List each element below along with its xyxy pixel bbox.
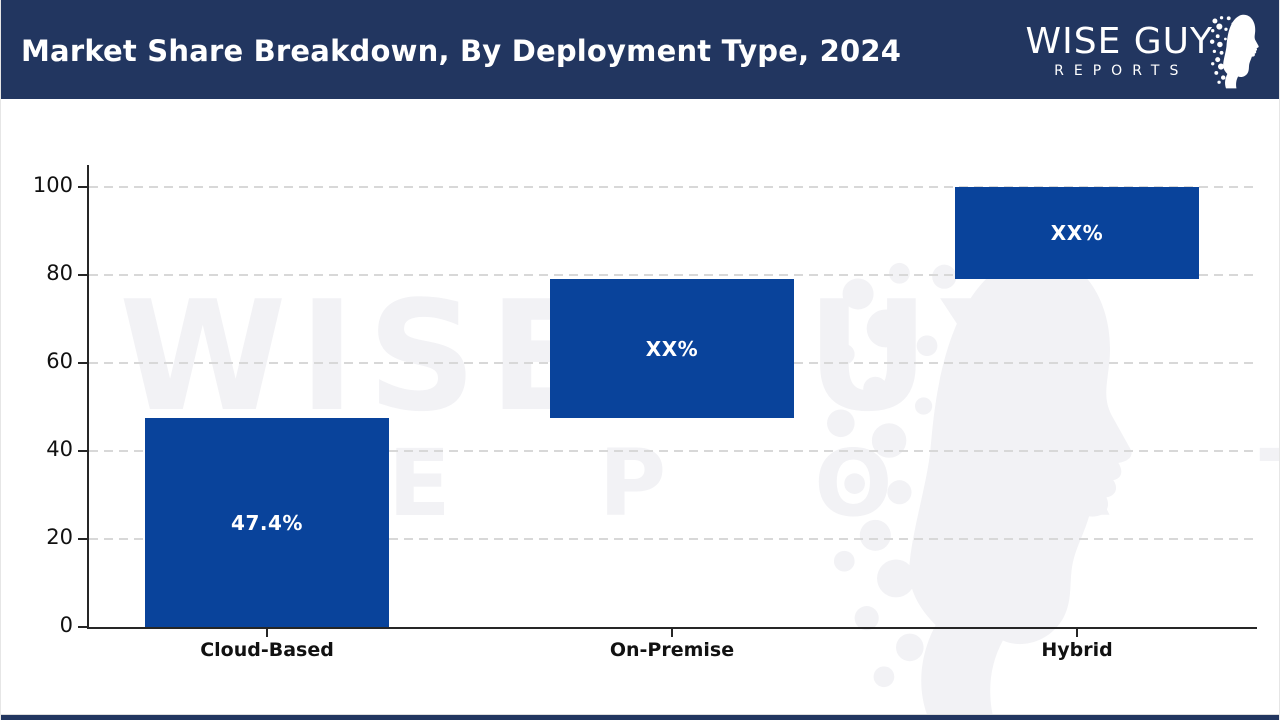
x-tick-On-Premise <box>671 629 673 637</box>
gridline-80 <box>89 274 1257 276</box>
y-tick-20 <box>78 538 87 540</box>
bar-Cloud-Based: 47.4% <box>145 418 389 627</box>
wise-guy-reports-logo: WISE GUY REPORTS <box>1026 10 1266 90</box>
x-tick-Hybrid <box>1076 629 1078 637</box>
x-axis-line <box>87 627 1257 629</box>
x-tick-Cloud-Based <box>266 629 268 637</box>
gridline-40 <box>89 450 1257 452</box>
category-label-Hybrid: Hybrid <box>1041 639 1113 661</box>
y-tick-60 <box>78 362 87 364</box>
gridline-20 <box>89 538 1257 540</box>
y-tick-80 <box>78 274 87 276</box>
bar-value-label: XX% <box>1050 220 1104 245</box>
bar-On-Premise: XX% <box>550 278 794 419</box>
logo-reports-text: REPORTS <box>1054 62 1189 79</box>
category-label-On-Premise: On-Premise <box>609 639 735 661</box>
y-tick-label-40: 40 <box>46 437 73 461</box>
y-tick-label-60: 60 <box>46 349 73 373</box>
header-banner: Market Share Breakdown, By Deployment Ty… <box>1 0 1279 99</box>
chart-title: Market Share Breakdown, By Deployment Ty… <box>21 34 902 68</box>
y-tick-0 <box>78 626 87 628</box>
y-tick-label-100: 100 <box>32 173 73 197</box>
y-tick-label-0: 0 <box>59 613 73 637</box>
y-tick-label-80: 80 <box>46 261 73 285</box>
logo-face-icon <box>1209 14 1259 89</box>
gridline-100 <box>89 186 1257 188</box>
logo-text: WISE GUY REPORTS <box>1026 21 1214 78</box>
footer-divider <box>1 714 1279 715</box>
y-tick-40 <box>78 450 87 452</box>
y-tick-label-20: 20 <box>46 525 73 549</box>
logo-wiseguy-text: WISE GUY <box>1025 21 1213 63</box>
y-axis-line <box>87 165 89 629</box>
y-tick-100 <box>78 186 87 188</box>
footer-bar <box>1 715 1279 720</box>
bar-value-label: XX% <box>645 336 699 361</box>
bar-value-label: 47.4% <box>231 510 303 535</box>
category-label-Cloud-Based: Cloud-Based <box>200 639 334 661</box>
